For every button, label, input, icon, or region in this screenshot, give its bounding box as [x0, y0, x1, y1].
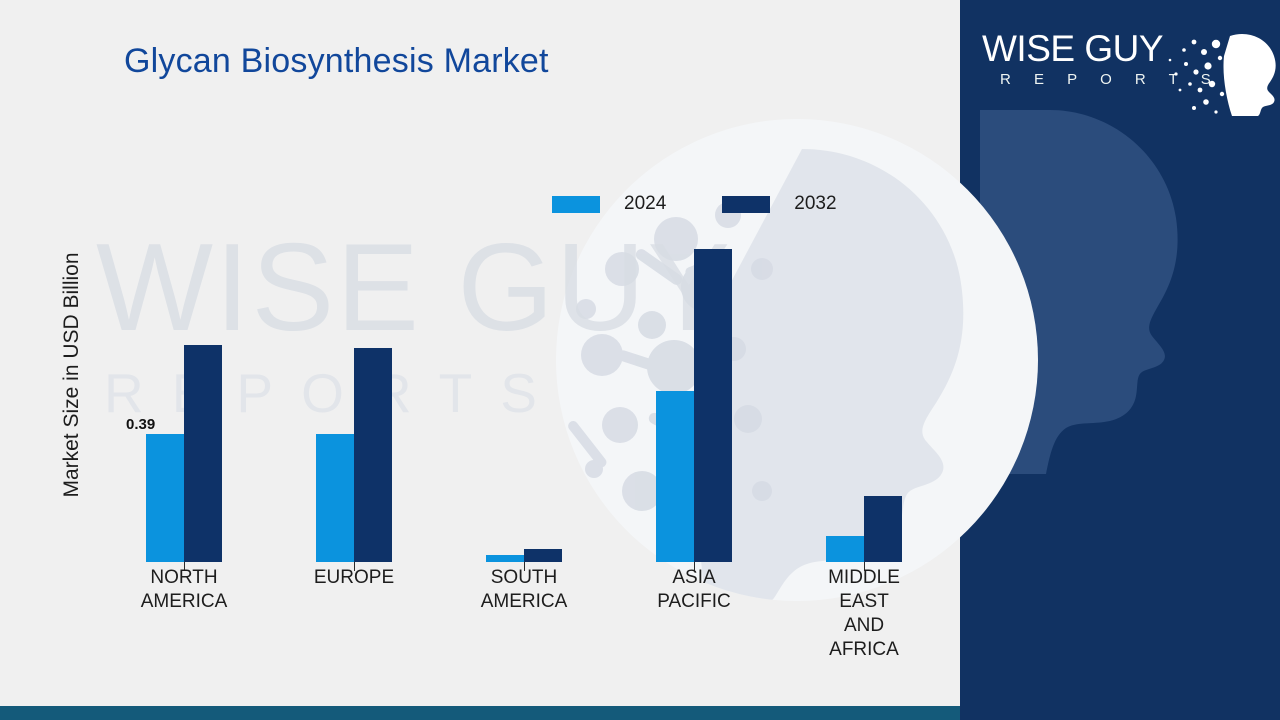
bar-2024[interactable]: [826, 535, 864, 562]
x-axis-tick: [694, 562, 695, 571]
bar-chart: Market Size in USD Billion 2024 2032 NOR…: [52, 190, 936, 660]
legend-swatch-2032: [722, 195, 771, 213]
bar-2024[interactable]: [656, 390, 694, 562]
brand-logo-primary: WISE GUY: [982, 28, 1164, 69]
bar-2032[interactable]: [354, 348, 392, 562]
legend-item-2024[interactable]: 2024: [552, 193, 722, 215]
bar-2032[interactable]: [524, 548, 562, 562]
x-axis-tick-label: ASIA PACIFIC: [657, 567, 731, 612]
bar-group: [146, 344, 222, 562]
bar-2032[interactable]: [694, 249, 732, 562]
bar-value-label: 0.39: [126, 415, 156, 433]
x-axis-tick: [864, 562, 865, 571]
legend-label-2024: 2024: [624, 193, 667, 214]
bottom-accent-bar: [0, 706, 960, 720]
brand-logo-secondary: R E P O R T S: [1000, 71, 1221, 88]
x-axis-tick: [354, 562, 355, 571]
y-axis: Market Size in USD Billion: [52, 190, 92, 560]
bar-2032[interactable]: [184, 344, 222, 562]
bar-2024[interactable]: [146, 433, 184, 562]
plot-area: [96, 200, 936, 562]
brand-logo: WISE GUY R E P O R T S: [982, 28, 1276, 116]
x-axis-tick: [524, 562, 525, 571]
circle-graphic: [556, 119, 1038, 601]
page-title: Glycan Biosynthesis Market: [124, 42, 549, 80]
y-axis-label: Market Size in USD Billion: [60, 252, 83, 498]
x-axis-tick-label: SOUTH AMERICA: [480, 567, 568, 612]
bar-2024[interactable]: [316, 433, 354, 562]
bar-group: [656, 249, 732, 562]
bar-group: [486, 548, 562, 562]
dotted-head-icon: [1168, 34, 1276, 116]
chart-legend: 2024 2032: [552, 193, 893, 215]
bar-group: [826, 496, 902, 562]
x-axis-tick-label: EUROPE: [313, 567, 395, 588]
x-axis-tick-label: NORTH AMERICA: [140, 567, 228, 612]
x-axis-tick: [184, 562, 185, 571]
bar-2024[interactable]: [486, 555, 524, 562]
legend-item-2032[interactable]: 2032: [722, 193, 892, 215]
x-axis-tick-label: MIDDLE EAST AND AFRICA: [828, 567, 900, 660]
bar-group: [316, 348, 392, 562]
legend-label-2032: 2032: [794, 193, 837, 214]
legend-swatch-2024: [552, 195, 600, 213]
bar-2032[interactable]: [864, 496, 902, 562]
